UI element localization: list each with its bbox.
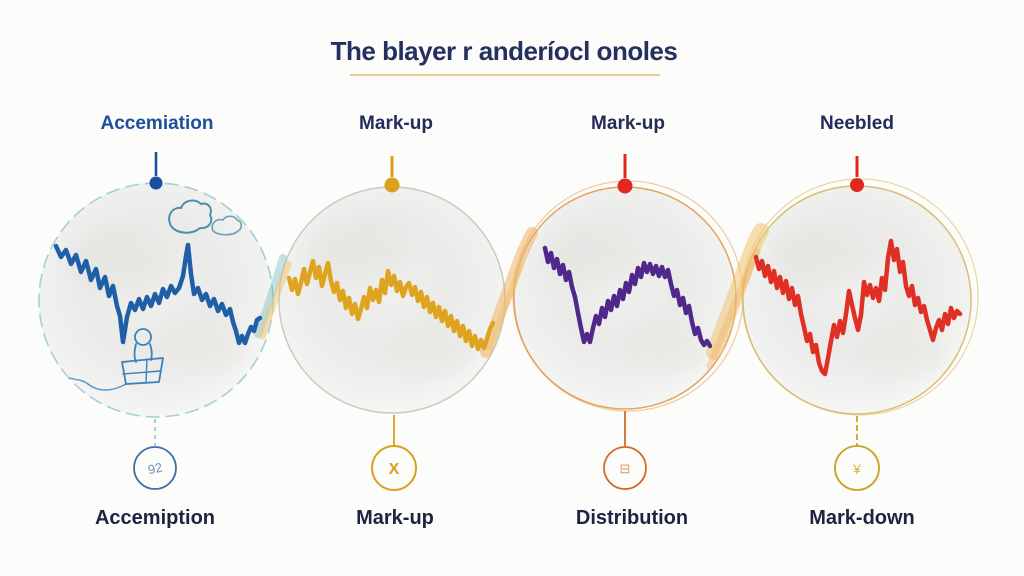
watercolor-texture (540, 223, 640, 287)
phase-icon-glyph-2: X (389, 461, 400, 478)
watercolor-swash-2 (480, 227, 538, 358)
watercolor-texture (855, 322, 945, 378)
phase-bottom-label-2: Mark-up (356, 507, 434, 529)
top-connector-2 (384, 156, 400, 193)
watercolor-disc (279, 187, 505, 413)
watercolor-texture (621, 318, 709, 372)
phase-bottom-label-4: Mark-down (809, 507, 915, 529)
phase-top-label-1: Accemiation (100, 113, 214, 134)
cloud-icon-2 (211, 215, 243, 236)
chart-line-markup (286, 258, 496, 352)
watercolor-texture (308, 218, 412, 282)
phase-circle-distribution (512, 180, 744, 412)
top-dot-4 (850, 178, 864, 192)
top-connector-4 (850, 156, 864, 192)
phase-top-label-3: Mark-up (591, 113, 665, 134)
top-dot-2 (384, 177, 400, 193)
watercolor-texture (65, 226, 175, 294)
cloud-icon-1 (168, 199, 213, 234)
phase-bottom-label-1: Accemiption (94, 507, 216, 529)
person-sketch (69, 328, 164, 391)
top-connector-1 (149, 152, 163, 190)
top-dot-3 (617, 178, 633, 194)
phase-circle-markdown (741, 178, 979, 416)
title-underline (350, 74, 660, 76)
watercolor-swash-1 (254, 254, 292, 340)
watercolor-texture (152, 315, 248, 375)
phase-icon-2: X (371, 445, 417, 491)
chart-line-accumulation (53, 242, 263, 346)
phase-icon-4: ¥ (834, 445, 880, 491)
phase-icon-1: 92 (133, 446, 177, 490)
phase-icon-glyph-3: ⊟ (620, 461, 631, 476)
chart-line-distribution (542, 245, 713, 349)
phase-icon-glyph-1: 92 (146, 460, 163, 478)
page-title: The blayer r anderíocl onoles (330, 36, 678, 66)
phase-top-label-4: Neebled (820, 113, 894, 134)
watercolor-disc (743, 186, 971, 414)
phase-top-label-2: Mark-up (359, 113, 433, 134)
watercolor-texture (384, 322, 476, 378)
watercolor-texture (768, 222, 872, 288)
top-connector-3 (617, 154, 633, 194)
phase-icon-glyph-4: ¥ (852, 461, 861, 477)
phase-circle-markup (278, 186, 506, 414)
chart-line-markdown (753, 238, 963, 377)
phase-bottom-label-3: Distribution (575, 507, 689, 529)
phase-icon-3: ⊟ (603, 446, 647, 490)
watercolor-swash-3 (706, 223, 769, 370)
top-dot-1 (149, 176, 163, 190)
